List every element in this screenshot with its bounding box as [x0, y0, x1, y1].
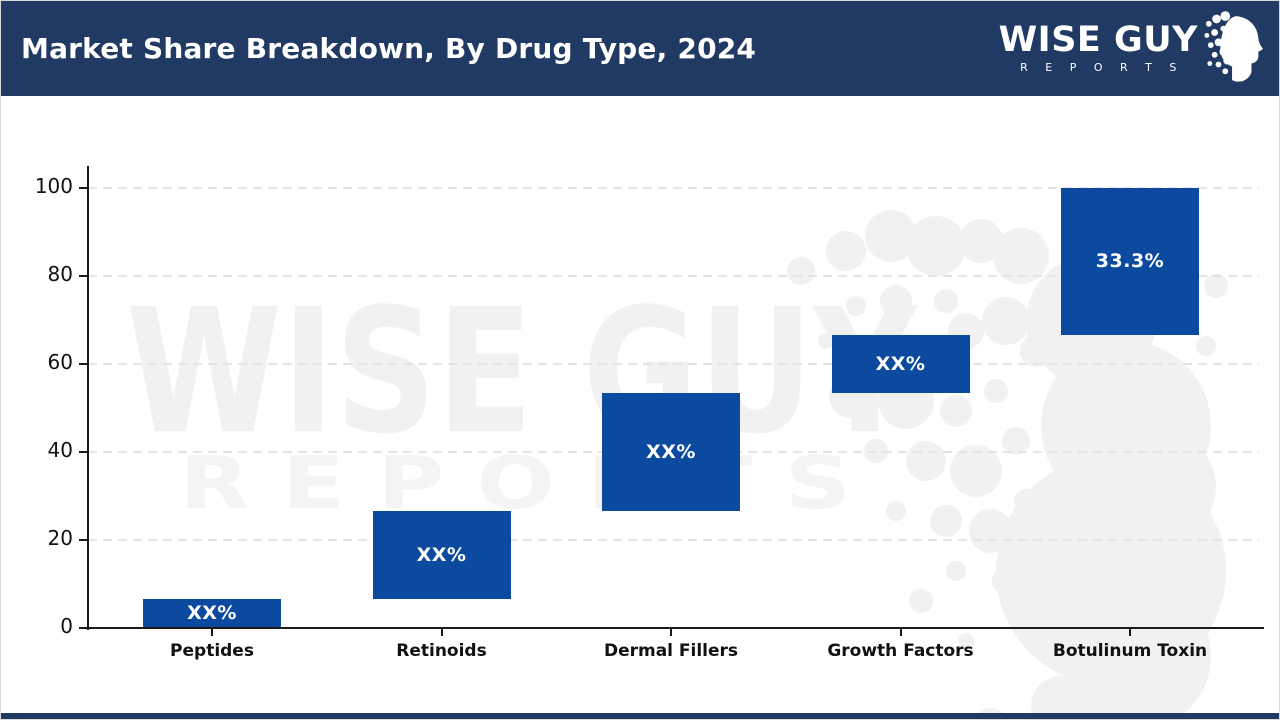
gridline — [88, 187, 1259, 189]
x-axis-tick — [1129, 628, 1131, 636]
bar-growth-factors: XX% — [831, 334, 970, 394]
bar-retinoids: XX% — [372, 510, 511, 599]
bar-value-label: XX% — [875, 352, 926, 375]
y-axis-tick — [79, 363, 87, 365]
gridline — [88, 363, 1259, 365]
header-bar: Market Share Breakdown, By Drug Type, 20… — [1, 1, 1279, 96]
gridline — [88, 275, 1259, 277]
bar-value-label: XX% — [187, 602, 237, 625]
logo-text-block: WISE GUY R E P O R T S — [998, 20, 1198, 75]
gridline — [88, 539, 1259, 541]
bar-value-label: 33.3% — [1095, 250, 1165, 273]
y-axis-tick — [79, 539, 87, 541]
y-axis-tick — [79, 627, 87, 629]
bar-value-label: XX% — [646, 440, 696, 463]
y-tick-label: 100 — [34, 174, 73, 198]
x-axis-tick — [440, 628, 443, 636]
x-tick-label: Botulinum Toxin — [1052, 641, 1208, 661]
y-axis-tick — [79, 451, 87, 453]
head-dots-icon — [1204, 10, 1264, 82]
bar-dermal-fillers: XX% — [602, 393, 740, 511]
y-tick-label: 40 — [47, 438, 73, 462]
y-axis-spine — [87, 166, 89, 630]
y-tick-label: 20 — [47, 526, 73, 550]
y-tick-label: 0 — [60, 614, 73, 638]
x-tick-label: Dermal Fillers — [603, 641, 739, 661]
y-tick-label: 80 — [47, 262, 73, 286]
bar-peptides: XX% — [143, 598, 281, 628]
x-tick-label: Growth Factors — [827, 641, 974, 661]
y-axis-tick — [79, 275, 87, 277]
x-tick-label: Retinoids — [396, 641, 487, 661]
page-title: Market Share Breakdown, By Drug Type, 20… — [21, 32, 757, 65]
bar-value-label: XX% — [416, 543, 467, 566]
y-tick-label: 60 — [47, 350, 73, 374]
x-axis-tick — [211, 628, 213, 636]
footer-bar — [1, 713, 1279, 719]
brand-logo: WISE GUY R E P O R T S — [999, 10, 1265, 88]
logo-wordmark: WISE GUY — [998, 20, 1198, 60]
bar-botulinum-toxin: 33.3% — [1061, 188, 1199, 335]
x-tick-label: Peptides — [170, 641, 254, 661]
y-axis-tick — [79, 187, 87, 189]
logo-subtext: R E P O R T S — [1020, 61, 1184, 74]
x-axis-tick — [670, 628, 672, 636]
x-axis-spine — [87, 627, 1264, 629]
x-axis-tick — [899, 628, 902, 636]
